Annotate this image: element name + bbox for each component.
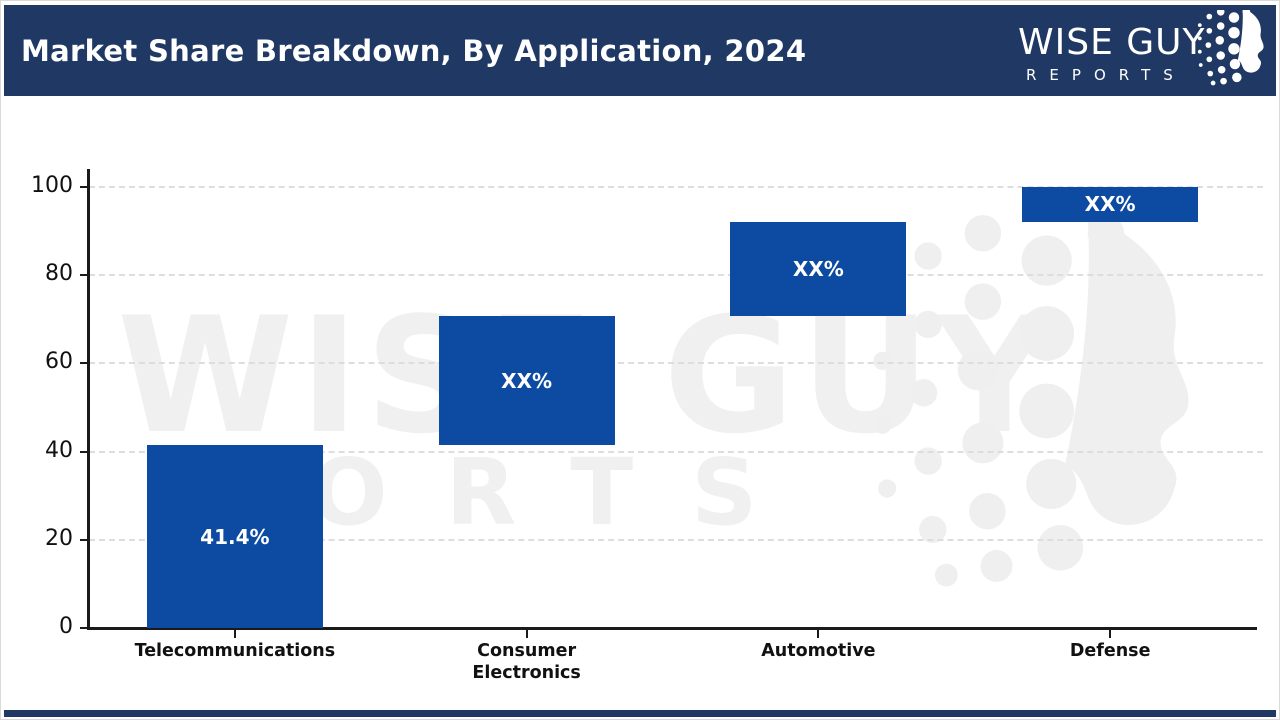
report-header: Market Share Breakdown, By Application, … <box>4 5 1276 96</box>
gridline <box>89 186 1263 188</box>
bar-segment <box>438 316 615 446</box>
logo-dot-face-icon <box>1197 10 1264 86</box>
y-tick-label: 20 <box>45 525 73 551</box>
x-tick-mark <box>1109 629 1112 638</box>
y-tick-mark <box>80 450 89 453</box>
x-category-label: Automotive <box>761 641 876 661</box>
bar-value-label: XX% <box>1084 192 1136 217</box>
x-tick-mark <box>525 629 528 638</box>
y-tick-mark <box>80 362 89 365</box>
logo-text-line2: REPORTS <box>1026 66 1186 84</box>
bar-value-label: 41.4% <box>200 524 270 549</box>
logo-text-line1: WISE GUY <box>1018 22 1206 63</box>
bar-segment <box>146 445 323 628</box>
gridline <box>89 538 1263 541</box>
y-tick-label: 100 <box>31 173 73 198</box>
bar-segment <box>730 221 907 317</box>
gridline <box>89 362 1263 365</box>
y-tick-label: 80 <box>45 261 73 287</box>
wise-guy-logo: WISE GUY REPORTS <box>1018 10 1264 86</box>
footer-bar <box>4 710 1276 717</box>
x-category-label: Telecommunications <box>134 641 336 661</box>
y-tick-label: 60 <box>45 349 73 375</box>
bar-value-label: XX% <box>792 257 844 281</box>
gridline <box>89 450 1263 453</box>
x-axis-line <box>87 627 1257 630</box>
gridline <box>89 274 1263 277</box>
y-tick-mark <box>80 186 89 188</box>
x-category-label: Defense <box>1069 641 1151 661</box>
y-tick-label: 40 <box>45 437 73 463</box>
x-tick-mark <box>233 629 236 638</box>
bar-value-label: XX% <box>501 368 553 393</box>
y-tick-mark <box>80 538 89 541</box>
y-tick-mark <box>80 274 89 277</box>
page-title: Market Share Breakdown, By Application, … <box>21 33 807 68</box>
x-tick-mark <box>817 629 820 638</box>
x-category-label: Consumer Electronics <box>472 641 581 683</box>
y-axis-line <box>87 169 90 630</box>
y-tick-label: 0 <box>59 614 73 639</box>
bar-segment <box>1022 187 1199 222</box>
y-tick-mark <box>80 627 89 629</box>
